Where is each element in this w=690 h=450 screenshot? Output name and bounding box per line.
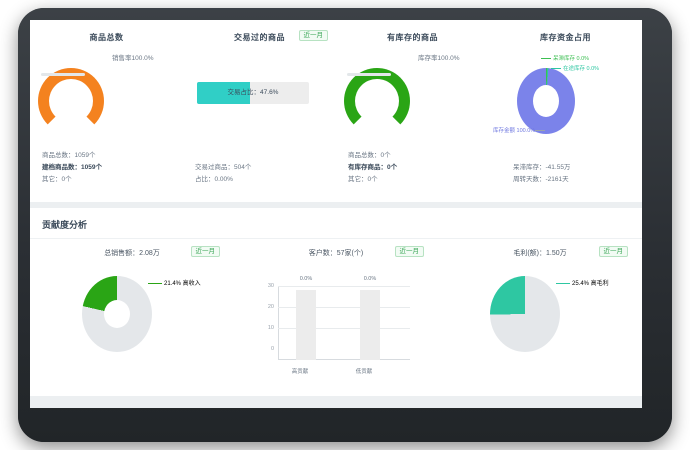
bar[interactable] xyxy=(360,290,380,360)
leader-line xyxy=(551,68,561,70)
card-title: 交易过的商品 xyxy=(234,33,285,42)
metric-line: 商品总数：1059个 xyxy=(42,152,96,159)
contrib-chart-gross-profit[interactable]: 毛利(额)：1.50万 近一月 25.4% 高毛利 xyxy=(438,240,642,390)
donut-callout-in-transit: 在途库存 0.0% xyxy=(551,66,599,72)
kpi-card-in-stock-products[interactable]: 有库存的商品 库存率100.0% 商品总数：0个 有库存商品：0个 其它：0个 xyxy=(336,20,489,202)
divider xyxy=(30,238,642,239)
gauge-label: 销售率100.0% xyxy=(112,55,154,62)
gauge-baseline xyxy=(347,73,391,76)
gauge-label: 库存率100.0% xyxy=(418,55,460,62)
pie-label-high-margin: 25.4% 高毛利 xyxy=(556,278,609,287)
kpi-panel: 商品总数 销售率100.0% 商品总数：1059个 建档商品数：1059个 其它… xyxy=(30,20,642,202)
donut-callout-stock-amount: 库存金额 100.0% xyxy=(493,128,547,134)
card-title: 库存资金占用 xyxy=(540,33,591,42)
pie-slices xyxy=(490,276,560,352)
progress-bar-trade-ratio xyxy=(197,82,309,104)
y-tick-label: 0 xyxy=(270,346,274,352)
donut-callout-dead-stock: 呆滞库存 0.0% xyxy=(541,56,589,62)
contribution-panel: 贡献度分析 总销售额：2.08万 近一月 21.4% 高收入 客户数：57家(个… xyxy=(30,208,642,396)
pie-chart xyxy=(82,276,156,352)
x-axis xyxy=(278,359,410,360)
period-badge-last-month[interactable]: 近一月 xyxy=(394,246,424,258)
metric-lines: 呆滞库存：-41.55万 周转天数：-2161天 xyxy=(513,162,570,186)
metric-line: 建档商品数：1059个 xyxy=(42,164,102,171)
y-tick-label: 10 xyxy=(267,325,274,331)
progress-bar-label: 交易占比：47.6% xyxy=(227,89,279,96)
kpi-card-total-products[interactable]: 商品总数 销售率100.0% 商品总数：1059个 建档商品数：1059个 其它… xyxy=(30,20,183,202)
metric-line: 占比：0.00% xyxy=(195,176,233,183)
gridline xyxy=(278,286,410,287)
bar-chart-plot: 30 20 10 0 0.0% 0.0% xyxy=(268,276,410,360)
metric-line: 交易过商品：504个 xyxy=(195,164,252,171)
contrib-chart-customer-count[interactable]: 客户数：57家(个) 近一月 30 20 10 0 0.0% 0.0% xyxy=(234,240,438,390)
metric-line: 周转天数：-2161天 xyxy=(513,176,569,183)
bar-chart: 30 20 10 0 0.0% 0.0% 高贡献 低贡献 xyxy=(256,276,416,375)
gauge-chart-sales-rate xyxy=(38,68,116,134)
metric-line: 呆滞库存：-41.55万 xyxy=(513,164,571,171)
gauge-baseline xyxy=(41,73,85,76)
kpi-card-inventory-capital[interactable]: 库存资金占用 呆滞库存 0.0% 在途库存 0.0% 库存金额 100.0% 呆… xyxy=(489,20,642,202)
contrib-chart-total-sales[interactable]: 总销售额：2.08万 近一月 21.4% 高收入 xyxy=(30,240,234,390)
period-badge-last-month[interactable]: 近一月 xyxy=(190,246,220,258)
metric-lines: 商品总数：0个 有库存商品：0个 其它：0个 xyxy=(348,150,397,186)
metric-lines: 交易过商品：504个 占比：0.00% xyxy=(195,162,251,186)
pie-label-high-income: 21.4% 高收入 xyxy=(148,278,201,287)
dashboard-screen: 商品总数 销售率100.0% 商品总数：1059个 建档商品数：1059个 其它… xyxy=(30,20,642,408)
pie-chart xyxy=(490,276,564,352)
gauge-chart-stock-rate xyxy=(344,68,422,134)
metric-line: 有库存商品：0个 xyxy=(348,164,398,171)
gauge-arc xyxy=(38,68,104,134)
metric-line: 商品总数：0个 xyxy=(348,152,391,159)
progress-bar-fill xyxy=(197,82,251,104)
pie-slices xyxy=(82,276,152,352)
x-tick-label: 低贡献 xyxy=(355,369,373,375)
leader-line xyxy=(541,58,551,60)
y-axis xyxy=(278,286,279,360)
y-tick-label: 30 xyxy=(267,283,274,289)
chart-title: 总销售额：2.08万 xyxy=(104,250,160,257)
x-tick-label: 高贡献 xyxy=(291,369,309,375)
metric-lines: 商品总数：1059个 建档商品数：1059个 其它：0个 xyxy=(42,150,102,186)
leader-line xyxy=(535,130,546,132)
y-tick-label: 20 xyxy=(267,304,274,310)
bar[interactable] xyxy=(296,290,316,360)
kpi-card-traded-products[interactable]: 交易过的商品 近一月 交易占比：47.6% 交易过商品：504个 占比：0.00… xyxy=(183,20,336,202)
leader-line xyxy=(556,282,570,284)
gauge-arc xyxy=(344,68,410,134)
gridline xyxy=(278,328,410,329)
metric-line: 其它：0个 xyxy=(348,176,378,183)
metric-line: 其它：0个 xyxy=(42,176,72,183)
bar-value-label: 0.0% xyxy=(299,276,313,282)
leader-line xyxy=(148,282,162,284)
gridline xyxy=(278,307,410,308)
period-badge-last-month[interactable]: 近一月 xyxy=(298,30,328,42)
card-title: 有库存的商品 xyxy=(387,33,438,42)
chart-title: 毛利(额)：1.50万 xyxy=(513,250,567,257)
donut-chart-inventory xyxy=(517,68,579,138)
chart-title: 客户数：57家(个) xyxy=(308,250,364,257)
section-title-contribution: 贡献度分析 xyxy=(42,220,88,230)
donut-ring xyxy=(517,68,575,134)
period-badge-last-month[interactable]: 近一月 xyxy=(598,246,628,258)
bar-value-label: 0.0% xyxy=(363,276,377,282)
card-title: 商品总数 xyxy=(89,33,124,42)
